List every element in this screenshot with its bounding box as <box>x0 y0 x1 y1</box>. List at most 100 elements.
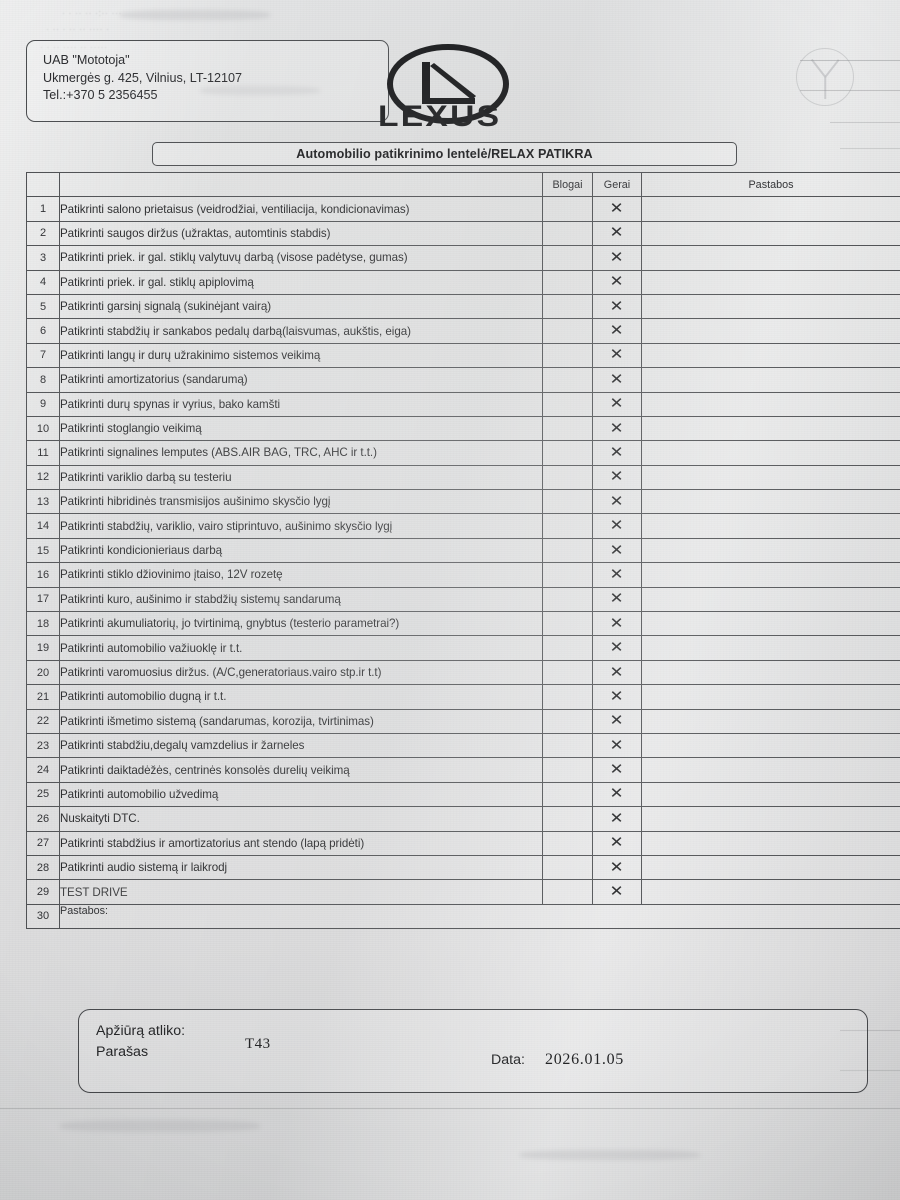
cell-good[interactable]: ✕ <box>592 513 642 539</box>
cell-note[interactable] <box>641 464 900 491</box>
cell-good[interactable]: ✕ <box>592 586 642 613</box>
cell-good[interactable]: ✕ <box>592 854 642 881</box>
table-row[interactable]: 2 Patikrinti saugos diržus (užraktas, aut… <box>26 220 900 247</box>
table-row[interactable]: 19 Patikrinti automobilio važiuoklę ir t.… <box>26 635 900 661</box>
cell-good[interactable]: ✕ <box>592 781 642 808</box>
cell-bad[interactable] <box>542 391 593 417</box>
notes-row[interactable]: 30 Pastabos: <box>26 903 900 930</box>
cell-bad[interactable] <box>542 440 593 466</box>
cell-good[interactable]: ✕ <box>592 830 642 856</box>
cell-note[interactable] <box>641 611 900 637</box>
cell-bad[interactable] <box>542 879 593 905</box>
cell-note[interactable] <box>641 293 900 320</box>
table-row[interactable]: 5 Patikrinti garsinį signalą (sukinėjant … <box>26 293 900 320</box>
cell-bad[interactable] <box>542 635 593 661</box>
cell-note[interactable] <box>641 415 900 442</box>
cell-bad[interactable] <box>542 220 593 247</box>
cell-note[interactable] <box>641 830 900 856</box>
notes-row-area[interactable]: Pastabos: <box>59 903 900 930</box>
cell-note[interactable] <box>641 342 900 369</box>
cell-bad[interactable] <box>542 781 593 808</box>
table-row[interactable]: 7 Patikrinti langų ir durų užrakinimo sis… <box>26 342 900 369</box>
cell-note[interactable] <box>641 635 900 661</box>
table-row[interactable]: 17 Patikrinti kuro, aušinimo ir stabdžių … <box>26 586 900 613</box>
cell-good[interactable]: ✕ <box>592 537 642 564</box>
cell-good[interactable]: ✕ <box>592 293 642 320</box>
cell-note[interactable] <box>641 245 900 271</box>
cell-bad[interactable] <box>542 415 593 442</box>
cell-good[interactable]: ✕ <box>592 659 642 686</box>
cell-good[interactable]: ✕ <box>592 440 642 466</box>
table-row[interactable]: 1 Patikrinti salono prietaisus (veidrodži… <box>26 196 900 222</box>
cell-note[interactable] <box>641 269 900 295</box>
cell-note[interactable] <box>641 537 900 564</box>
cell-bad[interactable] <box>542 367 593 393</box>
cell-bad[interactable] <box>542 293 593 320</box>
table-row[interactable]: 6 Patikrinti stabdžių ir sankabos pedalų … <box>26 318 900 344</box>
cell-bad[interactable] <box>542 830 593 856</box>
cell-bad[interactable] <box>542 269 593 295</box>
table-row[interactable]: 18 Patikrinti akumuliatorių, jo tvirtinim… <box>26 611 900 637</box>
table-row[interactable]: 24 Patikrinti daiktadėžės, centrinės kons… <box>26 757 900 783</box>
cell-note[interactable] <box>641 489 900 515</box>
cell-good[interactable]: ✕ <box>592 220 642 247</box>
cell-bad[interactable] <box>542 537 593 564</box>
cell-note[interactable] <box>641 854 900 881</box>
cell-good[interactable]: ✕ <box>592 732 642 759</box>
cell-good[interactable]: ✕ <box>592 757 642 783</box>
cell-bad[interactable] <box>542 562 593 588</box>
cell-bad[interactable] <box>542 489 593 515</box>
cell-note[interactable] <box>641 220 900 247</box>
cell-good[interactable]: ✕ <box>592 196 642 222</box>
table-row[interactable]: 10 Patikrinti stoglangio veikimą ✕ <box>26 415 900 442</box>
cell-note[interactable] <box>641 806 900 832</box>
cell-good[interactable]: ✕ <box>592 245 642 271</box>
table-row[interactable]: 12 Patikrinti variklio darbą su testeriu ✕ <box>26 464 900 491</box>
table-row[interactable]: 8 Patikrinti amortizatorius (sandarumą) ✕ <box>26 367 900 393</box>
cell-good[interactable]: ✕ <box>592 489 642 515</box>
table-row[interactable]: 25 Patikrinti automobilio užvedimą ✕ <box>26 781 900 808</box>
cell-note[interactable] <box>641 440 900 466</box>
cell-good[interactable]: ✕ <box>592 562 642 588</box>
cell-good[interactable]: ✕ <box>592 367 642 393</box>
cell-bad[interactable] <box>542 586 593 613</box>
table-row[interactable]: 20 Patikrinti varomuosius diržus. (A/C,ge… <box>26 659 900 686</box>
cell-note[interactable] <box>641 757 900 783</box>
cell-note[interactable] <box>641 562 900 588</box>
cell-bad[interactable] <box>542 513 593 539</box>
table-row[interactable]: 4 Patikrinti priek. ir gal. stiklų apiplo… <box>26 269 900 295</box>
cell-bad[interactable] <box>542 854 593 881</box>
cell-bad[interactable] <box>542 318 593 344</box>
cell-bad[interactable] <box>542 245 593 271</box>
cell-note[interactable] <box>641 732 900 759</box>
table-row[interactable]: 29 TEST DRIVE ✕ <box>26 879 900 905</box>
cell-bad[interactable] <box>542 732 593 759</box>
cell-good[interactable]: ✕ <box>592 635 642 661</box>
table-row[interactable]: 27 Patikrinti stabdžius ir amortizatorius… <box>26 830 900 856</box>
cell-note[interactable] <box>641 684 900 710</box>
cell-good[interactable]: ✕ <box>592 464 642 491</box>
table-row[interactable]: 3 Patikrinti priek. ir gal. stiklų valytu… <box>26 245 900 271</box>
table-row[interactable]: 9 Patikrinti durų spynas ir vyrius, bako … <box>26 391 900 417</box>
cell-bad[interactable] <box>542 684 593 710</box>
cell-good[interactable]: ✕ <box>592 611 642 637</box>
table-row[interactable]: 15 Patikrinti kondicionieriaus darbą ✕ <box>26 537 900 564</box>
cell-bad[interactable] <box>542 806 593 832</box>
cell-note[interactable] <box>641 367 900 393</box>
table-row[interactable]: 13 Patikrinti hibridinės transmisijos auš… <box>26 489 900 515</box>
cell-note[interactable] <box>641 318 900 344</box>
cell-good[interactable]: ✕ <box>592 415 642 442</box>
cell-bad[interactable] <box>542 757 593 783</box>
cell-note[interactable] <box>641 586 900 613</box>
cell-good[interactable]: ✕ <box>592 708 642 734</box>
cell-bad[interactable] <box>542 611 593 637</box>
cell-good[interactable]: ✕ <box>592 879 642 905</box>
table-row[interactable]: 14 Patikrinti stabdžių, variklio, vairo s… <box>26 513 900 539</box>
cell-bad[interactable] <box>542 708 593 734</box>
table-row[interactable]: 22 Patikrinti išmetimo sistemą (sandaruma… <box>26 708 900 734</box>
table-row[interactable]: 26 Nuskaityti DTC. ✕ <box>26 806 900 832</box>
table-row[interactable]: 16 Patikrinti stiklo džiovinimo įtaiso, 1… <box>26 562 900 588</box>
cell-note[interactable] <box>641 196 900 222</box>
cell-note[interactable] <box>641 781 900 808</box>
cell-bad[interactable] <box>542 196 593 222</box>
